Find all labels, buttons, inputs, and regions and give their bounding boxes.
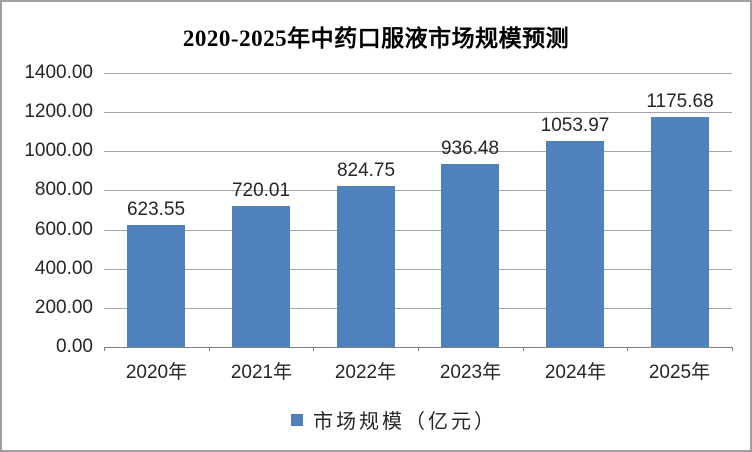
bar-value-label: 720.01 (231, 180, 291, 201)
legend: 市场规模（亿元） (2, 405, 750, 434)
bar-2022年 (337, 186, 395, 347)
x-axis-tick (209, 347, 210, 351)
bar-value-label: 1175.68 (646, 91, 714, 112)
x-axis-tick (418, 347, 419, 351)
y-axis-tick-label: 800.00 (34, 179, 93, 200)
legend-label: 市场规模（亿元） (313, 411, 497, 433)
y-gridline (104, 269, 732, 270)
chart-title: 2020-2025年中药口服液市场规模预测 (182, 26, 570, 51)
bar-2023年 (441, 164, 499, 347)
legend-swatch-icon (291, 413, 303, 426)
y-axis-tick-label: 1400.00 (24, 62, 93, 83)
bar-value-label: 936.48 (440, 138, 500, 159)
x-axis-tick-label: 2020年 (125, 362, 188, 383)
x-axis-tick-label: 2024年 (544, 362, 607, 383)
y-axis-tick-label: 400.00 (34, 258, 93, 279)
x-axis-tick (104, 347, 105, 351)
y-gridline (104, 112, 732, 113)
x-axis-tick (627, 347, 628, 351)
bar-2025年 (651, 117, 709, 347)
y-axis-tick-label: 1200.00 (24, 101, 93, 122)
y-axis-tick-label: 0.00 (56, 336, 93, 357)
legend-entry: 市场规模（亿元） (291, 405, 497, 434)
y-gridline (104, 230, 732, 231)
x-axis-tick (523, 347, 524, 351)
x-axis-tick (732, 347, 733, 351)
bar-2020年 (127, 225, 185, 347)
x-axis-tick-label: 2021年 (230, 362, 293, 383)
y-axis-tick-label: 200.00 (34, 297, 93, 318)
x-axis-tick-label: 2022年 (334, 362, 397, 383)
x-axis-tick-label: 2023年 (439, 362, 502, 383)
bar-2024年 (546, 141, 604, 347)
y-gridline (104, 308, 732, 309)
x-axis-tick-label: 2025年 (648, 362, 711, 383)
y-axis-tick-label: 600.00 (34, 219, 93, 240)
y-gridline (104, 73, 732, 74)
y-axis-tick-label: 1000.00 (24, 140, 93, 161)
x-axis-tick (313, 347, 314, 351)
bar-2021年 (232, 206, 290, 347)
bar-value-label: 1053.97 (540, 115, 610, 136)
bar-value-label: 824.75 (336, 160, 396, 181)
bar-value-label: 623.55 (126, 199, 186, 220)
y-gridline (104, 190, 732, 191)
y-gridline (104, 151, 732, 152)
